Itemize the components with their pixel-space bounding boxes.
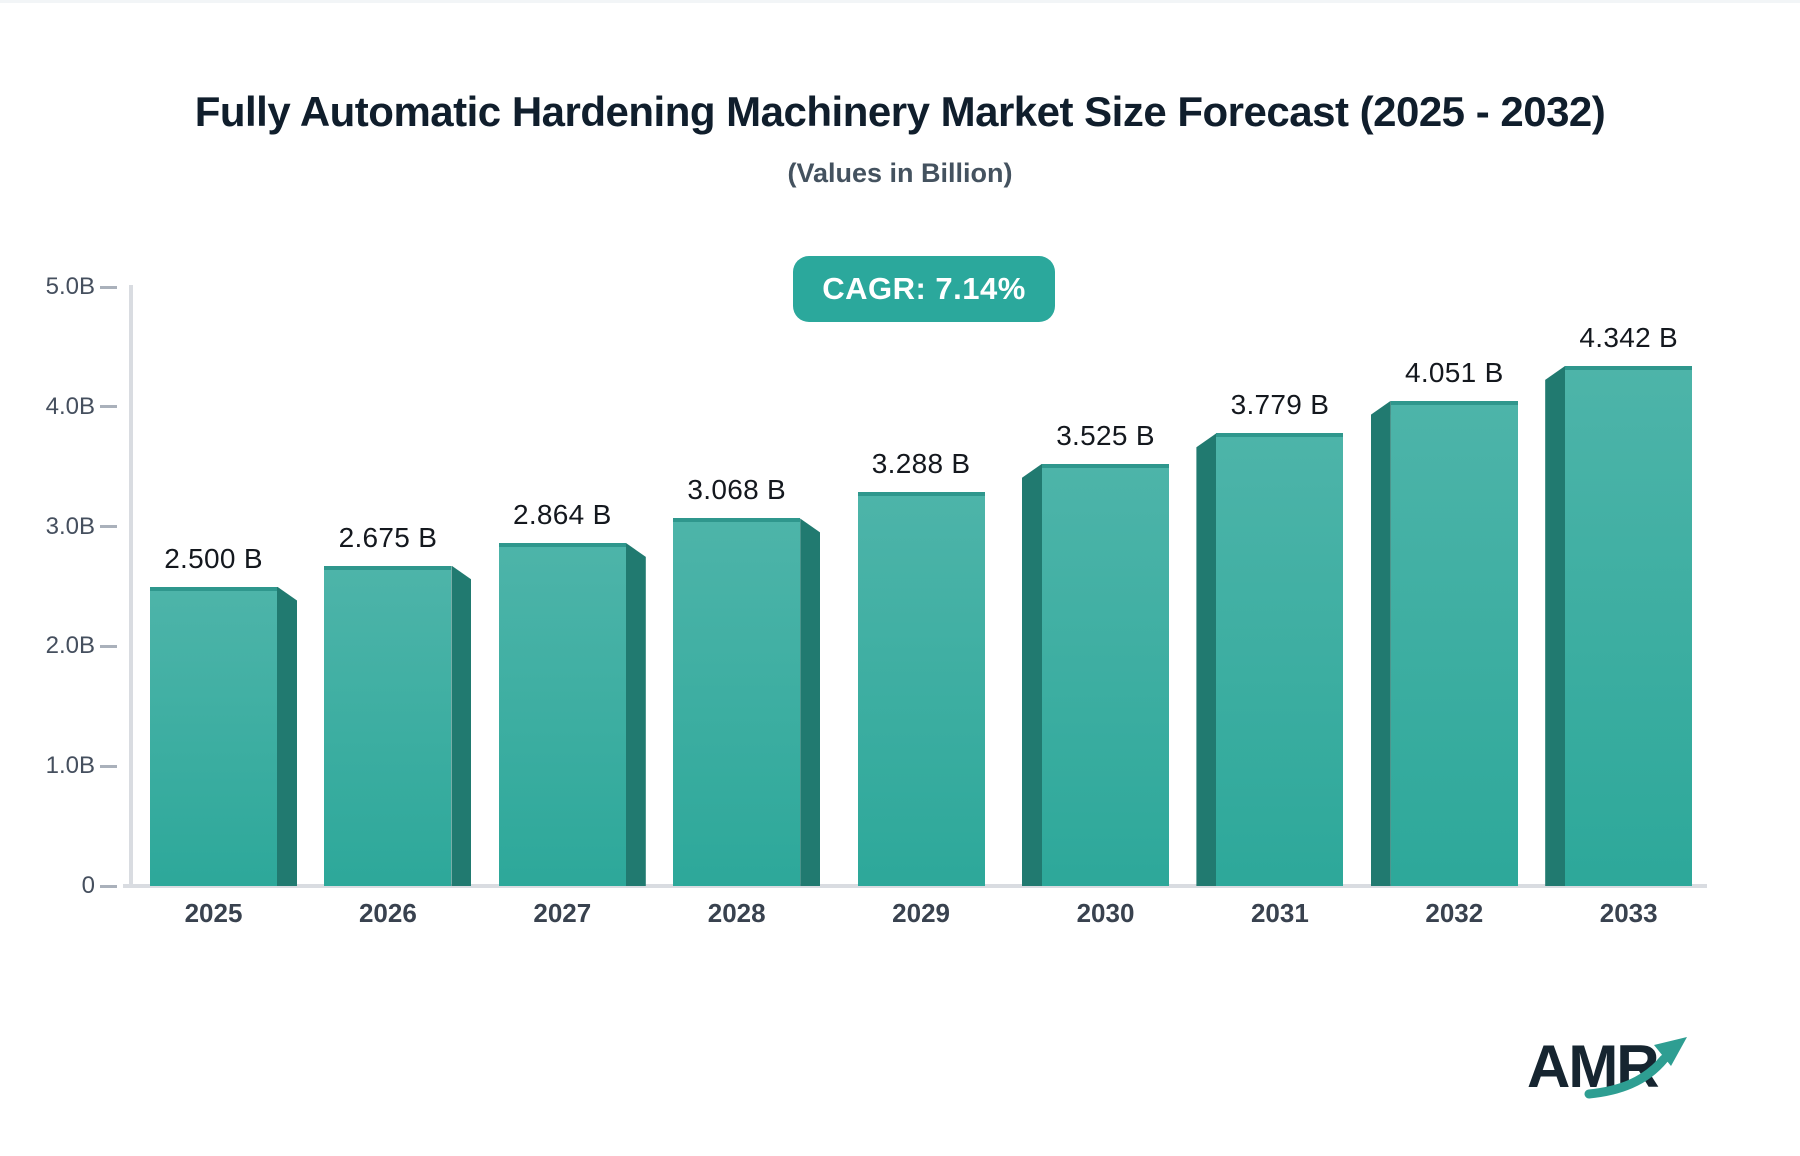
x-axis-label-2030: 2030 (1076, 898, 1135, 928)
bar-side-face (451, 565, 472, 886)
bar-front-face (673, 518, 801, 886)
bar-front-face (150, 586, 277, 886)
cagr-badge-label: CAGR: 7.14% (822, 271, 1026, 306)
bar-value-label-2028: 3.068 B (687, 474, 786, 506)
bar-value-label-2032: 4.051 B (1404, 356, 1504, 388)
y-axis-label-2.0B: 2.0B (45, 632, 95, 660)
y-axis-label-4.0B: 4.0B (45, 392, 95, 420)
bar-value-label-2025: 2.500 B (164, 542, 263, 574)
bar-2033 (1545, 365, 1693, 886)
bar-front-face (857, 492, 985, 886)
bar-value-label-2030: 3.525 B (1056, 419, 1155, 451)
bar-side-face (1545, 365, 1566, 886)
bar-2026 (324, 565, 472, 886)
x-axis-label-2025: 2025 (184, 898, 243, 928)
bar-front-face (1042, 463, 1169, 886)
y-axis-tick (100, 285, 117, 289)
y-axis-line (129, 285, 133, 886)
y-axis-label-0: 0 (81, 872, 95, 899)
y-axis-tick (100, 405, 117, 409)
x-axis-label-2028: 2028 (707, 898, 766, 928)
amr-logo: AMR (1527, 1033, 1687, 1100)
bar-2025 (150, 586, 297, 886)
bar-side-face (1022, 463, 1042, 886)
bar-2028 (673, 518, 821, 886)
bar-front-face (1390, 400, 1518, 886)
bar-side-face (800, 518, 821, 886)
y-axis-label-1.0B: 1.0B (45, 752, 95, 780)
x-axis-label-2033: 2033 (1599, 898, 1658, 928)
chart-title: Fully Automatic Hardening Machinery Mark… (194, 88, 1606, 135)
bar-front-face (1216, 433, 1344, 886)
bar-value-label-2026: 2.675 B (338, 521, 438, 553)
bar-front-face (498, 542, 626, 886)
x-axis-line (123, 884, 1707, 888)
y-axis-label-5.0B: 5.0B (45, 273, 95, 300)
x-axis-label-2027: 2027 (533, 898, 592, 928)
bar-2032 (1370, 400, 1518, 886)
bar-side-face (277, 586, 297, 886)
bar-value-label-2027: 2.864 B (512, 498, 612, 530)
bar-value-label-2031: 3.779 B (1230, 389, 1330, 421)
bar-front-face (1565, 365, 1693, 886)
bar-side-face (1370, 400, 1391, 886)
bar-2029 (848, 492, 995, 886)
bar-2027 (498, 542, 646, 886)
bar-value-label-2029: 3.288 B (871, 448, 971, 480)
bar-side-face (625, 542, 646, 886)
top-border-strip (0, 0, 1800, 3)
bar-2031 (1196, 433, 1344, 886)
y-axis-tick (100, 525, 117, 529)
logo-text: AMR (1527, 1033, 1659, 1100)
y-axis-tick (100, 764, 117, 768)
x-axis-label-2029: 2029 (892, 898, 951, 928)
bar-front-face (324, 565, 452, 886)
bar-value-label-2033: 4.342 B (1579, 321, 1678, 353)
chart-subtitle: (Values in Billion) (787, 158, 1013, 188)
y-axis-label-3.0B: 3.0B (45, 512, 95, 540)
cagr-badge: CAGR: 7.14% (793, 256, 1055, 322)
x-axis-label-2031: 2031 (1250, 898, 1309, 928)
y-axis-tick (100, 884, 117, 888)
x-axis-label-2026: 2026 (358, 898, 417, 928)
bar-side-face (1196, 433, 1217, 886)
logo-arrow-icon (1584, 1054, 1669, 1099)
logo-arrow-head-icon (1654, 1037, 1687, 1066)
bar-2030 (1022, 463, 1169, 886)
x-axis-label-2032: 2032 (1425, 898, 1484, 928)
y-axis-tick (100, 644, 117, 648)
